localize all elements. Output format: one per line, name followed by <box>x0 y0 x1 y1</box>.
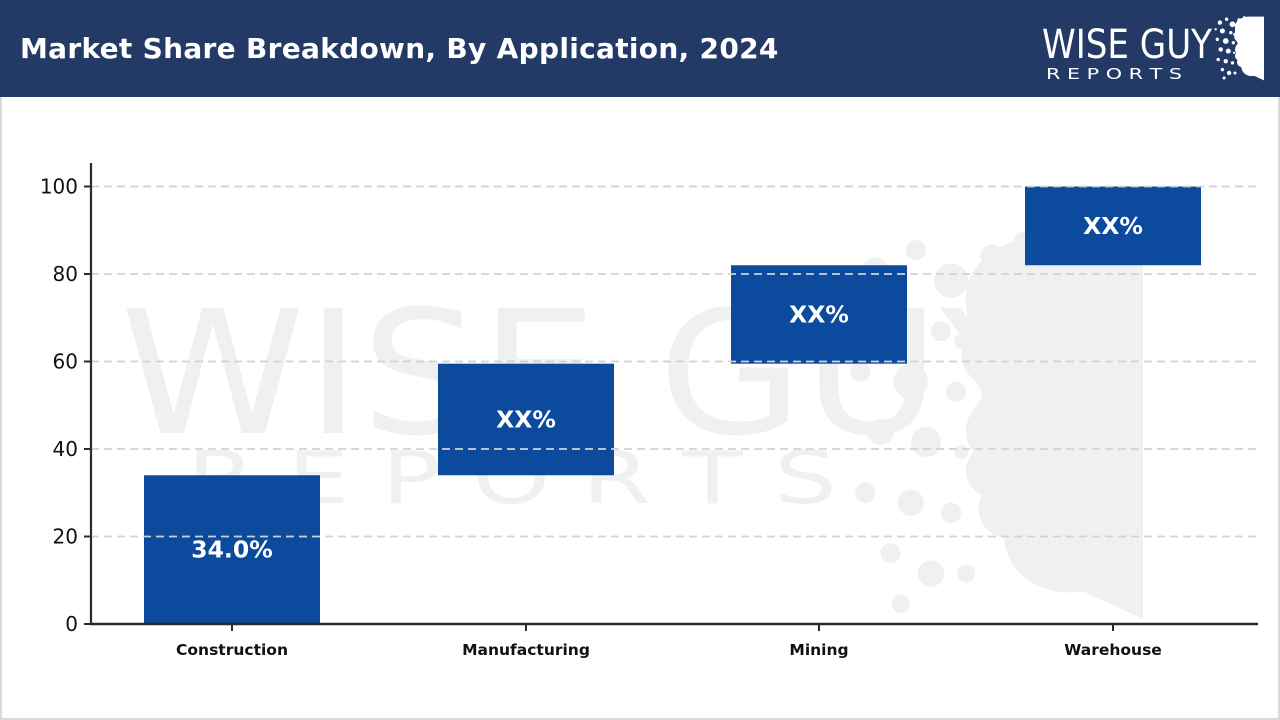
xtick-label-mining: Mining <box>789 641 848 659</box>
ytick-label-0: 0 <box>65 612 78 636</box>
bar-value-label-manufacturing: XX% <box>496 405 556 433</box>
chart-canvas: 0 20 40 60 80 100 Construction Manufacturing Min… <box>40 163 1258 659</box>
bar-segment-construction <box>144 475 320 624</box>
xtick-label-construction: Construction <box>176 641 288 659</box>
bar-value-label-mining: XX% <box>789 300 849 328</box>
chart-container: WISE GUY R E P O R T S 020406080100Const… <box>0 97 1280 720</box>
xtick-label-manufacturing: Manufacturing <box>462 641 590 659</box>
bar-value-label-construction: 34.0% <box>191 536 273 564</box>
xtick-label-warehouse: Warehouse <box>1064 641 1162 659</box>
ytick-label-20: 20 <box>53 525 78 549</box>
logo-wordmark: WISE GUY <box>1042 22 1212 68</box>
logo-face-icon <box>1214 16 1264 81</box>
logo-tagline: R E P O R T S <box>1046 65 1182 83</box>
ytick-label-60: 60 <box>53 350 78 374</box>
ytick-label-80: 80 <box>53 262 78 286</box>
wiseguy-logo: WISE GUY R E P O R T S <box>1042 16 1264 83</box>
bar-segment-warehouse <box>1025 186 1201 266</box>
ytick-label-40: 40 <box>53 437 78 461</box>
ytick-label-100: 100 <box>40 175 78 199</box>
bar-segment-manufacturing <box>438 363 614 476</box>
bar-value-label-warehouse: XX% <box>1083 212 1143 240</box>
page-title: Market Share Breakdown, By Application, … <box>20 32 779 65</box>
header-bar: Market Share Breakdown, By Application, … <box>0 0 1280 97</box>
bar-segment-mining <box>731 265 907 364</box>
